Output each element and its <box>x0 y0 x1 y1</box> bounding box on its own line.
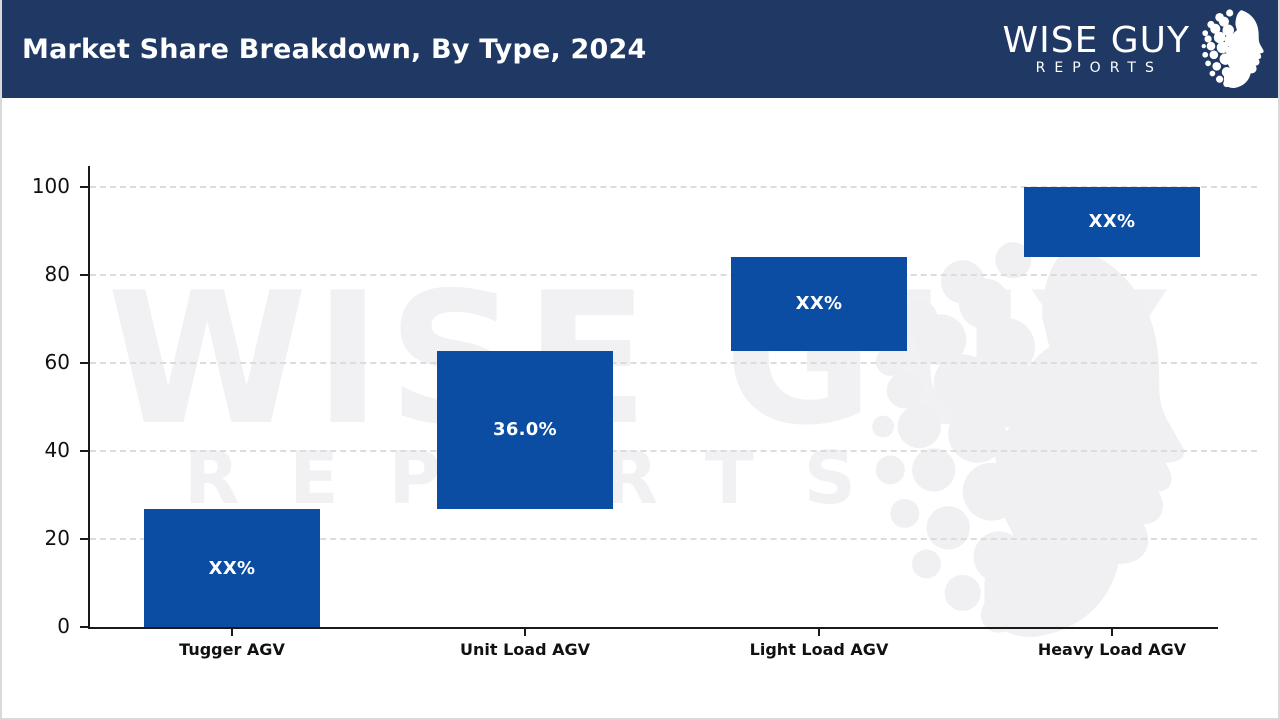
watermark-head-icon <box>854 224 1216 658</box>
logo-text: WISE GUY REPORTS <box>1003 22 1191 76</box>
y-tick-40 <box>80 450 88 452</box>
bar-unit-load-agv: 36.0% <box>437 350 613 510</box>
x-tick-2 <box>524 629 526 636</box>
gridline-40 <box>90 450 1257 452</box>
x-axis-line <box>88 627 1218 629</box>
gridline-20 <box>90 538 1257 540</box>
x-tick-label: Tugger AGV <box>179 640 285 659</box>
y-tick-0 <box>80 626 88 628</box>
wise-guy-reports-logo: WISE GUY REPORTS <box>1003 4 1271 94</box>
bar-light-load-agv: XX% <box>731 256 907 351</box>
x-tick-3 <box>818 629 820 636</box>
gridline-80 <box>90 274 1257 276</box>
y-axis-line <box>88 166 90 629</box>
logo-reports-label: REPORTS <box>1035 59 1163 76</box>
y-tick-label: 0 <box>57 614 70 638</box>
y-tick-label: 20 <box>44 526 70 550</box>
x-tick-4 <box>1111 629 1113 636</box>
bar-value-label: 36.0% <box>493 419 557 441</box>
x-tick-label: Light Load AGV <box>749 640 889 659</box>
x-tick-label: Unit Load AGV <box>460 640 590 659</box>
header-bar: Market Share Breakdown, By Type, 2024 WI… <box>2 0 1278 98</box>
x-tick-1 <box>231 629 233 636</box>
bar-value-label: XX% <box>795 293 843 315</box>
y-tick-60 <box>80 362 88 364</box>
y-tick-80 <box>80 274 88 276</box>
logo-wiseguy-label: WISE GUY <box>1002 20 1190 62</box>
y-tick-100 <box>80 186 88 188</box>
bar-value-label: XX% <box>208 557 256 579</box>
gridline-100 <box>90 186 1257 188</box>
gridline-60 <box>90 362 1257 364</box>
bar-value-label: XX% <box>1088 211 1136 233</box>
x-tick-label: Heavy Load AGV <box>1037 640 1187 659</box>
y-tick-label: 100 <box>31 174 70 198</box>
bar-tugger-agv: XX% <box>144 509 320 627</box>
y-tick-label: 60 <box>44 350 70 374</box>
y-tick-label: 80 <box>44 262 70 286</box>
y-tick-label: 40 <box>44 438 70 462</box>
logo-head-icon <box>1198 4 1270 94</box>
page-title: Market Share Breakdown, By Type, 2024 <box>22 33 647 65</box>
y-tick-20 <box>80 538 88 540</box>
bar-heavy-load-agv: XX% <box>1024 187 1200 257</box>
